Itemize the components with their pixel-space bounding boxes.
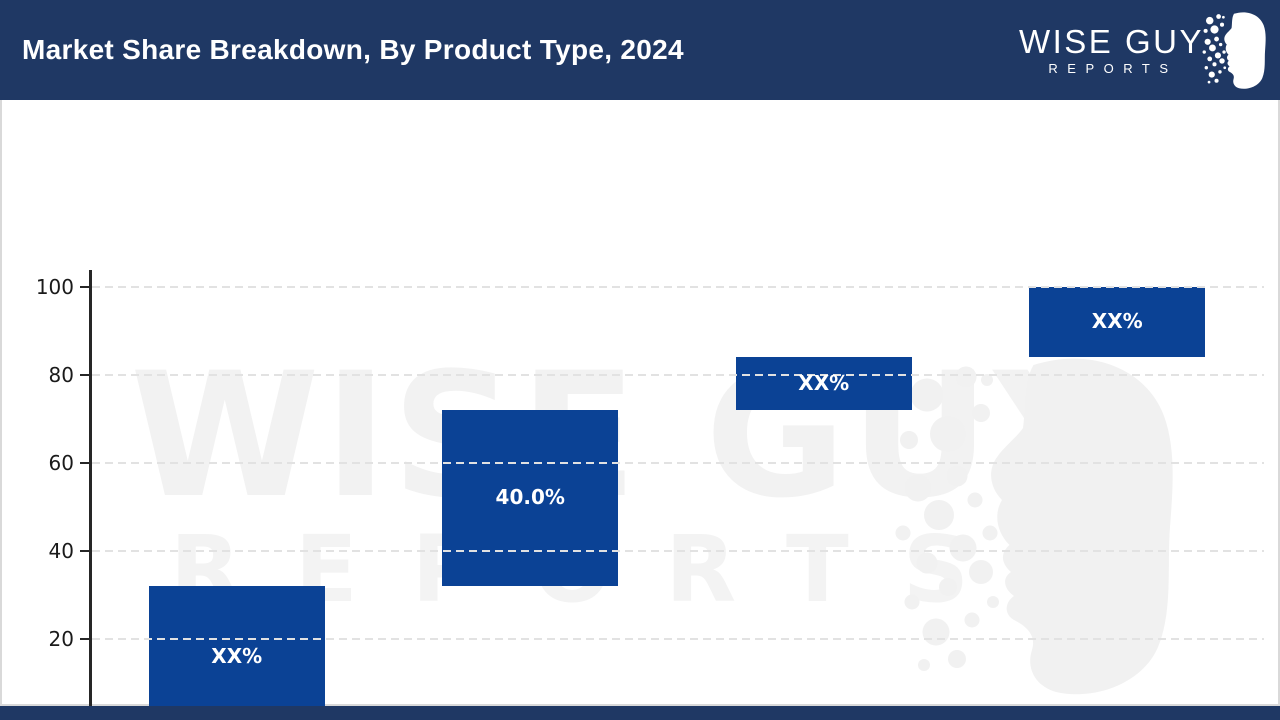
y-tick-label: 20 (48, 627, 74, 651)
y-tick-label: 80 (48, 363, 74, 387)
y-tick-label: 100 (35, 275, 74, 299)
y-tick (80, 286, 89, 288)
y-tick (80, 550, 89, 552)
bar (148, 586, 325, 720)
brand-logo: WISE GUY REPORTS (1019, 9, 1270, 91)
bar-value-label: XX% (1091, 309, 1143, 334)
bar-value-label: XX% (798, 370, 850, 395)
bar (735, 357, 912, 411)
bar-value-label: XX% (211, 643, 263, 668)
bar (1029, 287, 1206, 358)
footer-bar (0, 706, 1280, 720)
y-tick-label: 60 (48, 451, 74, 475)
brand-text: WISE GUY REPORTS (1019, 25, 1204, 75)
gridline (92, 638, 1264, 640)
bar (442, 410, 619, 587)
plot-area: 020406080100XX%Skin Barriers40.0%Ostomy … (36, 270, 1264, 720)
y-axis-line (89, 270, 92, 720)
y-tick (80, 638, 89, 640)
chart-area: WISE GUY REPORTS 020406080100XX%Skin Bar… (0, 100, 1280, 720)
brand-name: WISE GUY (1018, 23, 1204, 60)
gridline (92, 374, 1264, 376)
gridline (92, 550, 1264, 552)
bar-value-label: 40.0% (495, 485, 565, 510)
y-tick (80, 462, 89, 464)
y-tick-label: 40 (48, 539, 74, 563)
header-bar: Market Share Breakdown, By Product Type,… (0, 0, 1280, 100)
page-title: Market Share Breakdown, By Product Type,… (22, 34, 684, 65)
brand-face-icon (1200, 9, 1270, 91)
y-tick (80, 374, 89, 376)
gridline (92, 462, 1264, 464)
brand-subtitle: REPORTS (1048, 61, 1178, 76)
gridline (92, 286, 1264, 288)
